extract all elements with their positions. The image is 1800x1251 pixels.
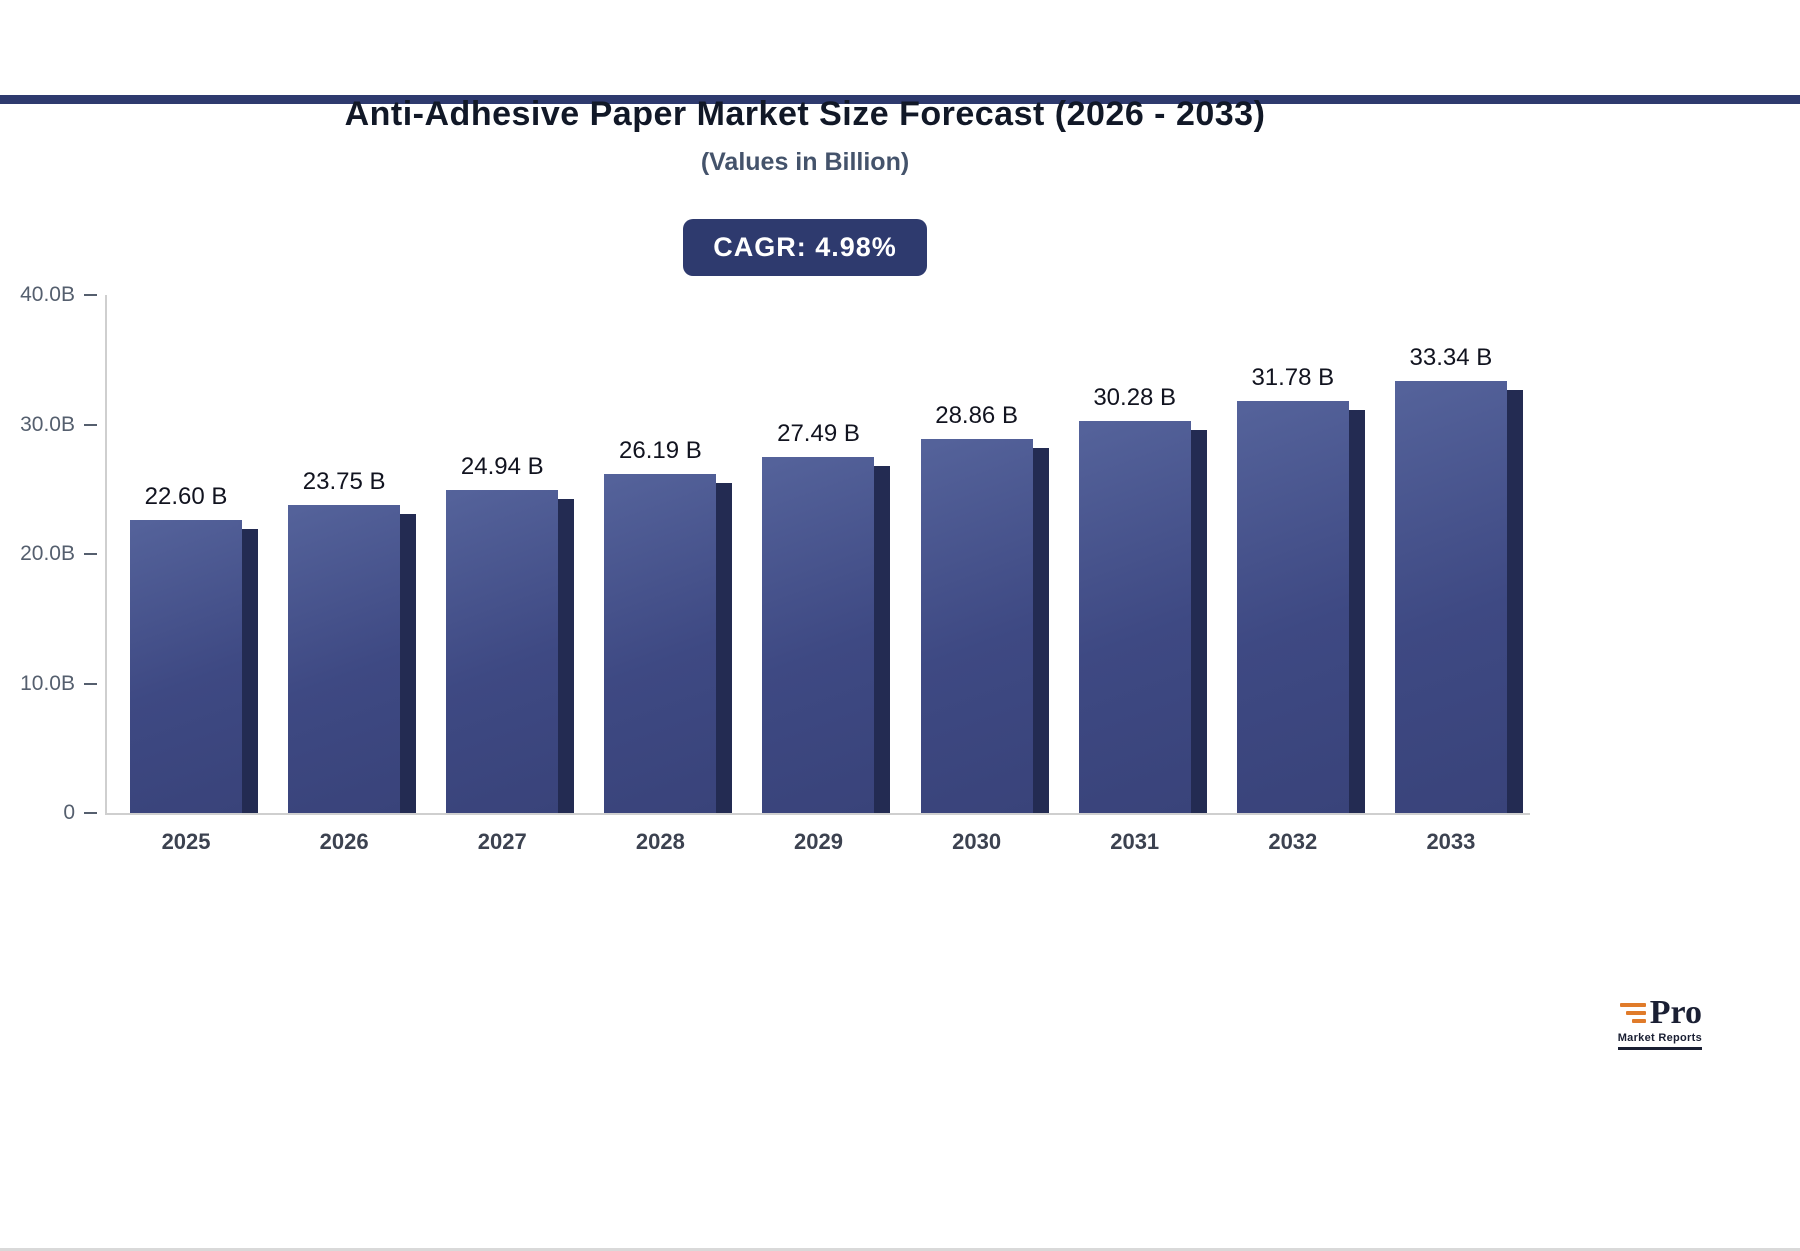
bar-group: 24.94 B 2027 [423,295,581,854]
bar-value-label: 28.86 B [935,402,1018,430]
x-axis-label: 2031 [1110,829,1160,854]
y-axis-tick: 0 [2,801,97,825]
logo-subtext: Market Reports [1617,1032,1702,1050]
x-axis-label: 2033 [1426,829,1476,854]
bar-value-label: 24.94 B [460,453,544,481]
bar-3d-side [558,499,575,813]
bar[interactable] [1236,401,1365,813]
y-axis-tick-label: 40.0B [20,283,75,306]
x-axis-label: 2026 [319,829,369,854]
x-axis-label: 2029 [794,829,843,854]
bar[interactable] [130,520,259,813]
logo-name: Pro [1649,994,1702,1031]
y-axis-tick-label: 30.0B [20,412,75,436]
bar-value-label: 26.19 B [619,436,702,464]
cagr-badge: CAGR: 4.98% [683,219,927,276]
bar-group: 28.86 B 2030 [898,295,1056,854]
bar[interactable] [604,473,733,813]
bar-3d-side [1190,429,1207,813]
bars-row: 22.60 B 2025 23.75 B 2026 24.94 B 2027 26.19 B… [107,295,1530,854]
bar[interactable] [1394,381,1523,813]
bar-group: 22.60 B 2025 [107,295,265,854]
logo-top: Pro [1618,996,1702,1030]
x-axis-label: 2025 [161,829,211,854]
bar-group: 23.75 B 2026 [265,295,423,854]
bar[interactable] [920,439,1049,813]
x-axis-label: 2030 [952,829,1002,854]
bar-group: 33.34 B 2033 [1372,295,1530,854]
logo: Pro Market Reports [1617,996,1702,1050]
y-axis-tick-mark [84,294,97,297]
top-accent-strip [0,95,1800,104]
y-axis-tick: 10.0B [2,672,97,696]
y-axis-tick: 20.0B [2,542,97,566]
chart-subtitle: (Values in Billion) [700,148,910,176]
bar-group: 30.28 B 2031 [1056,295,1214,854]
bar-value-label: 30.28 B [1093,383,1177,411]
chart-container: Anti-Adhesive Paper Market Size Forecast… [0,95,1610,854]
y-axis-tick: 30.0B [2,413,97,437]
bar-3d-side [716,482,733,813]
y-axis-tick-label: 20.0B [20,542,75,565]
bar[interactable] [446,490,575,813]
bar-value-label: 23.75 B [302,468,386,496]
bar[interactable] [762,457,891,813]
bar-3d-side [242,529,259,813]
bar-value-label: 31.78 B [1251,364,1335,392]
y-axis-tick-mark [84,423,97,426]
bar[interactable] [1078,420,1207,813]
y-axis-tick: 40.0B [2,283,97,307]
bar-3d-side [874,466,891,813]
logo-lines-icon [1619,1003,1646,1023]
bar-group: 27.49 B 2029 [739,295,897,854]
bar-3d-side [1348,410,1365,813]
y-axis-tick-label: 0 [63,801,75,824]
y-axis-tick-mark [84,812,97,815]
bar-3d-side [400,514,417,813]
y-axis-tick-mark [84,553,97,556]
x-axis-label: 2028 [635,829,685,854]
bar-value-label: 33.34 B [1409,344,1493,372]
bar-group: 26.19 B 2028 [581,295,739,854]
bar-3d-side [1506,390,1523,813]
badge-row: CAGR: 4.98% [0,219,1610,277]
bar-value-label: 22.60 B [144,483,228,511]
y-axis-tick-mark [84,682,97,685]
chart-title: Anti-Adhesive Paper Market Size Forecast… [344,95,1266,133]
bar-value-label: 27.49 B [777,420,860,448]
bar[interactable] [288,505,417,813]
x-axis-label: 2032 [1268,829,1318,854]
y-axis-tick-label: 10.0B [20,671,75,695]
bar-3d-side [1032,448,1049,813]
plot-area: 22.60 B 2025 23.75 B 2026 24.94 B 2027 26.19 B… [20,283,1530,854]
bar-group: 31.78 B 2032 [1214,295,1372,854]
x-axis-label: 2027 [477,829,527,854]
